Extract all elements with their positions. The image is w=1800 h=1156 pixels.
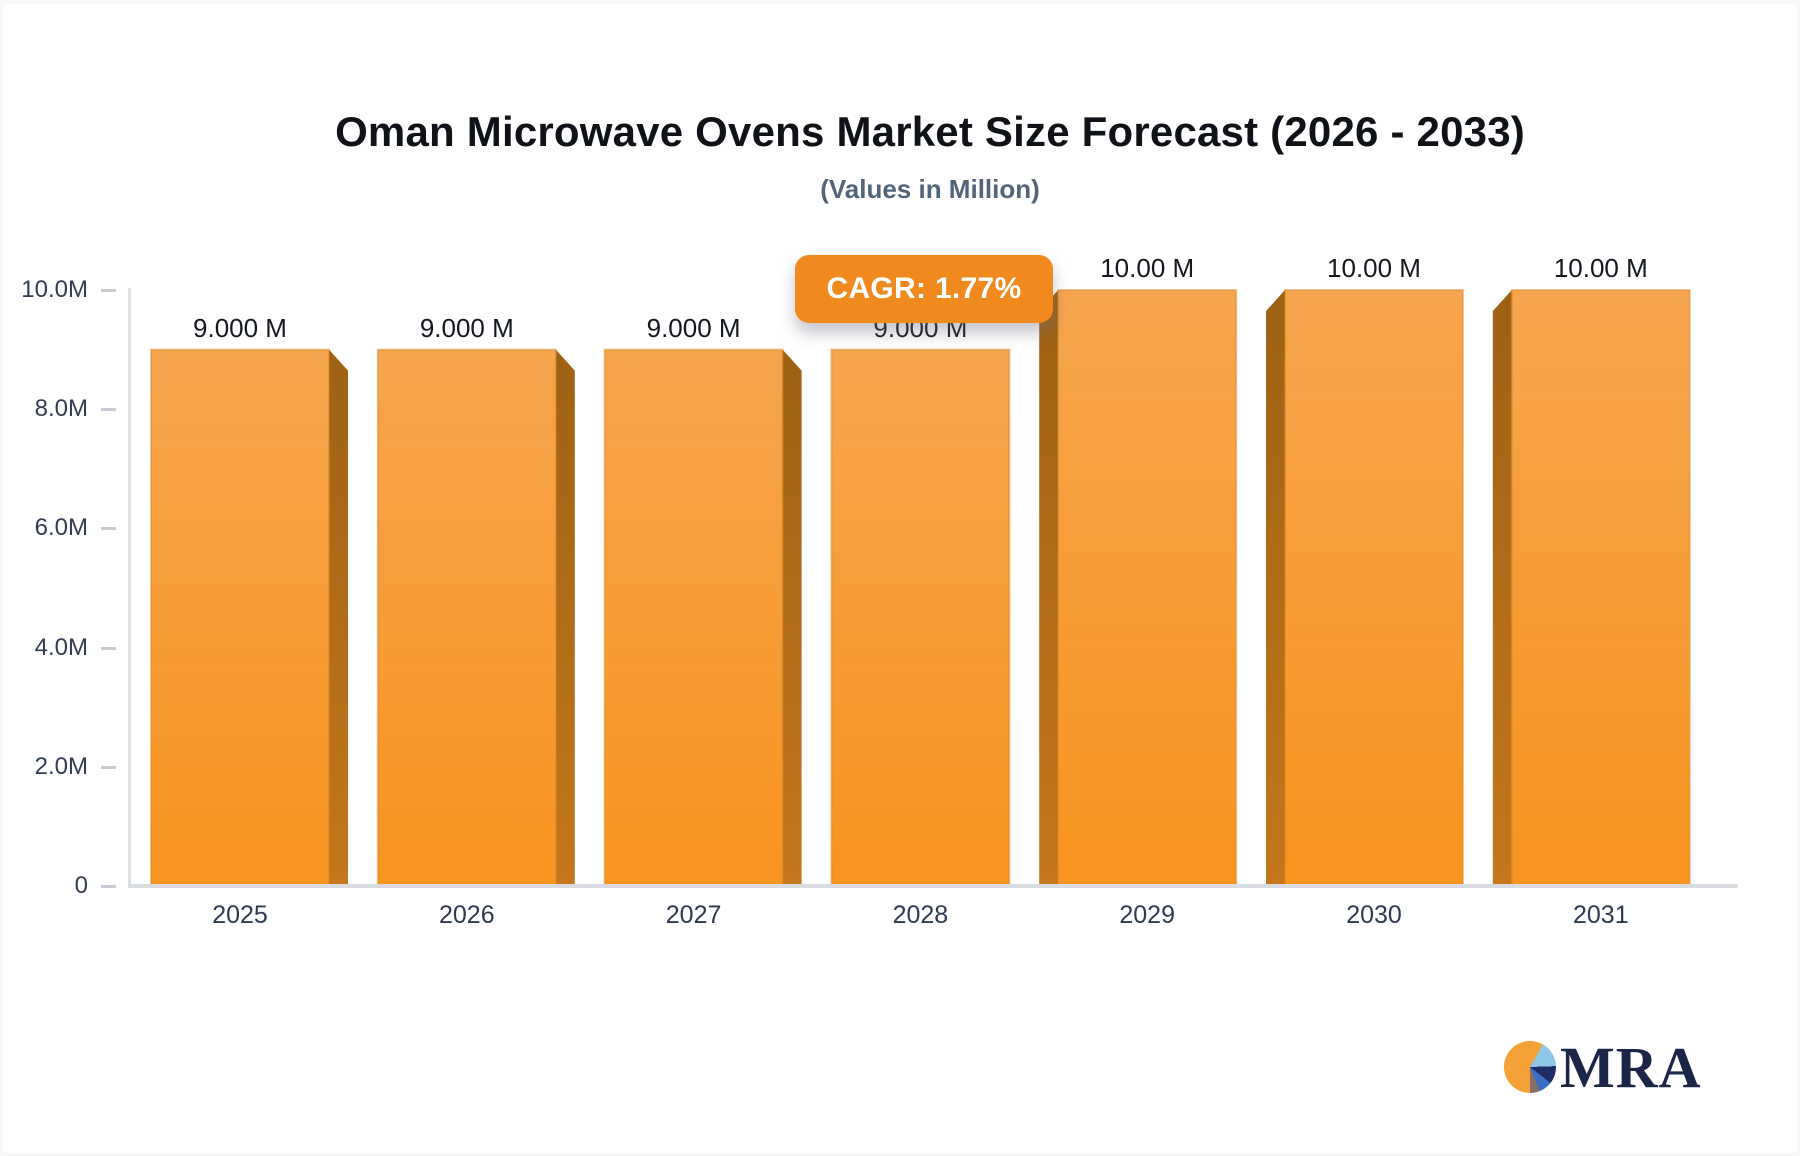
value-label-2030: 10.00 M: [1327, 253, 1421, 283]
x-axis-label-2027: 2027: [665, 901, 722, 929]
y-axis-label-2.0M: 2.0M: [34, 752, 88, 780]
chart-subtitle: (Values in Million): [820, 174, 1040, 204]
chart-title: Oman Microwave Ovens Market Size Forecas…: [335, 108, 1525, 155]
x-axis-label-2030: 2030: [1346, 901, 1402, 929]
y-axis-label-4.0M: 4.0M: [34, 633, 88, 661]
y-axis-line: [128, 288, 131, 888]
y-axis-tick: [101, 646, 116, 650]
cagr-badge: CAGR: 1.77%: [795, 255, 1053, 323]
pie-chart-logo-icon: [1504, 1041, 1556, 1093]
bar-side-2025: [329, 349, 348, 887]
logo-text: MRA: [1560, 1034, 1702, 1100]
bar-face-2029: [1057, 289, 1238, 887]
bar-2026[interactable]: [376, 348, 575, 888]
value-label-2025: 9.000 M: [193, 312, 287, 343]
brand-logo: MRA: [1504, 1034, 1702, 1100]
bar-face-2026: [376, 348, 557, 888]
y-axis-tick: [101, 527, 116, 531]
y-axis-label-10.0M: 10.0M: [21, 276, 88, 303]
x-axis-label-2025: 2025: [212, 901, 268, 929]
y-axis-label-0: 0: [74, 872, 88, 899]
bar-face-2027: [603, 348, 784, 888]
window-top-edge: [0, 0, 1800, 4]
chart-header: Oman Microwave Ovens Market Size Forecas…: [0, 0, 1800, 205]
bar-2028[interactable]: [830, 348, 1011, 888]
bar-face-2030: [1284, 289, 1464, 887]
bar-side-2029: [1039, 290, 1059, 886]
y-axis-label-8.0M: 8.0M: [34, 395, 88, 423]
y-axis-tick: [101, 289, 116, 292]
bar-face-2031: [1510, 289, 1691, 887]
x-axis-label-2031: 2031: [1572, 901, 1629, 929]
bar-2025[interactable]: [150, 348, 348, 888]
bar-2030[interactable]: [1266, 289, 1464, 887]
bar-side-2026: [555, 349, 575, 887]
y-axis-tick: [101, 408, 116, 412]
value-label-2031: 10.00 M: [1553, 253, 1648, 283]
y-axis-tick: [101, 765, 116, 769]
bar-face-2025: [150, 348, 330, 888]
value-label-2026: 9.000 M: [419, 312, 514, 343]
bar-side-2027: [782, 349, 802, 887]
bar-2031[interactable]: [1492, 289, 1691, 887]
x-axis-label-2026: 2026: [438, 901, 495, 929]
x-axis-line: [128, 884, 1738, 888]
x-axis-label-2029: 2029: [1119, 901, 1175, 929]
bar-side-2030: [1266, 290, 1285, 886]
bar-side-2031: [1492, 290, 1512, 886]
x-axis-label-2028: 2028: [892, 901, 949, 929]
y-axis-label-6.0M: 6.0M: [34, 514, 88, 542]
bar-face-2028: [830, 348, 1011, 888]
bar-2029[interactable]: [1039, 289, 1238, 887]
y-axis-tick: [101, 885, 116, 888]
bar-2027[interactable]: [603, 348, 802, 888]
value-label-2027: 9.000 M: [646, 312, 741, 343]
cagr-badge-label: CAGR: 1.77%: [826, 272, 1022, 305]
value-label-2029: 10.00 M: [1100, 253, 1195, 283]
